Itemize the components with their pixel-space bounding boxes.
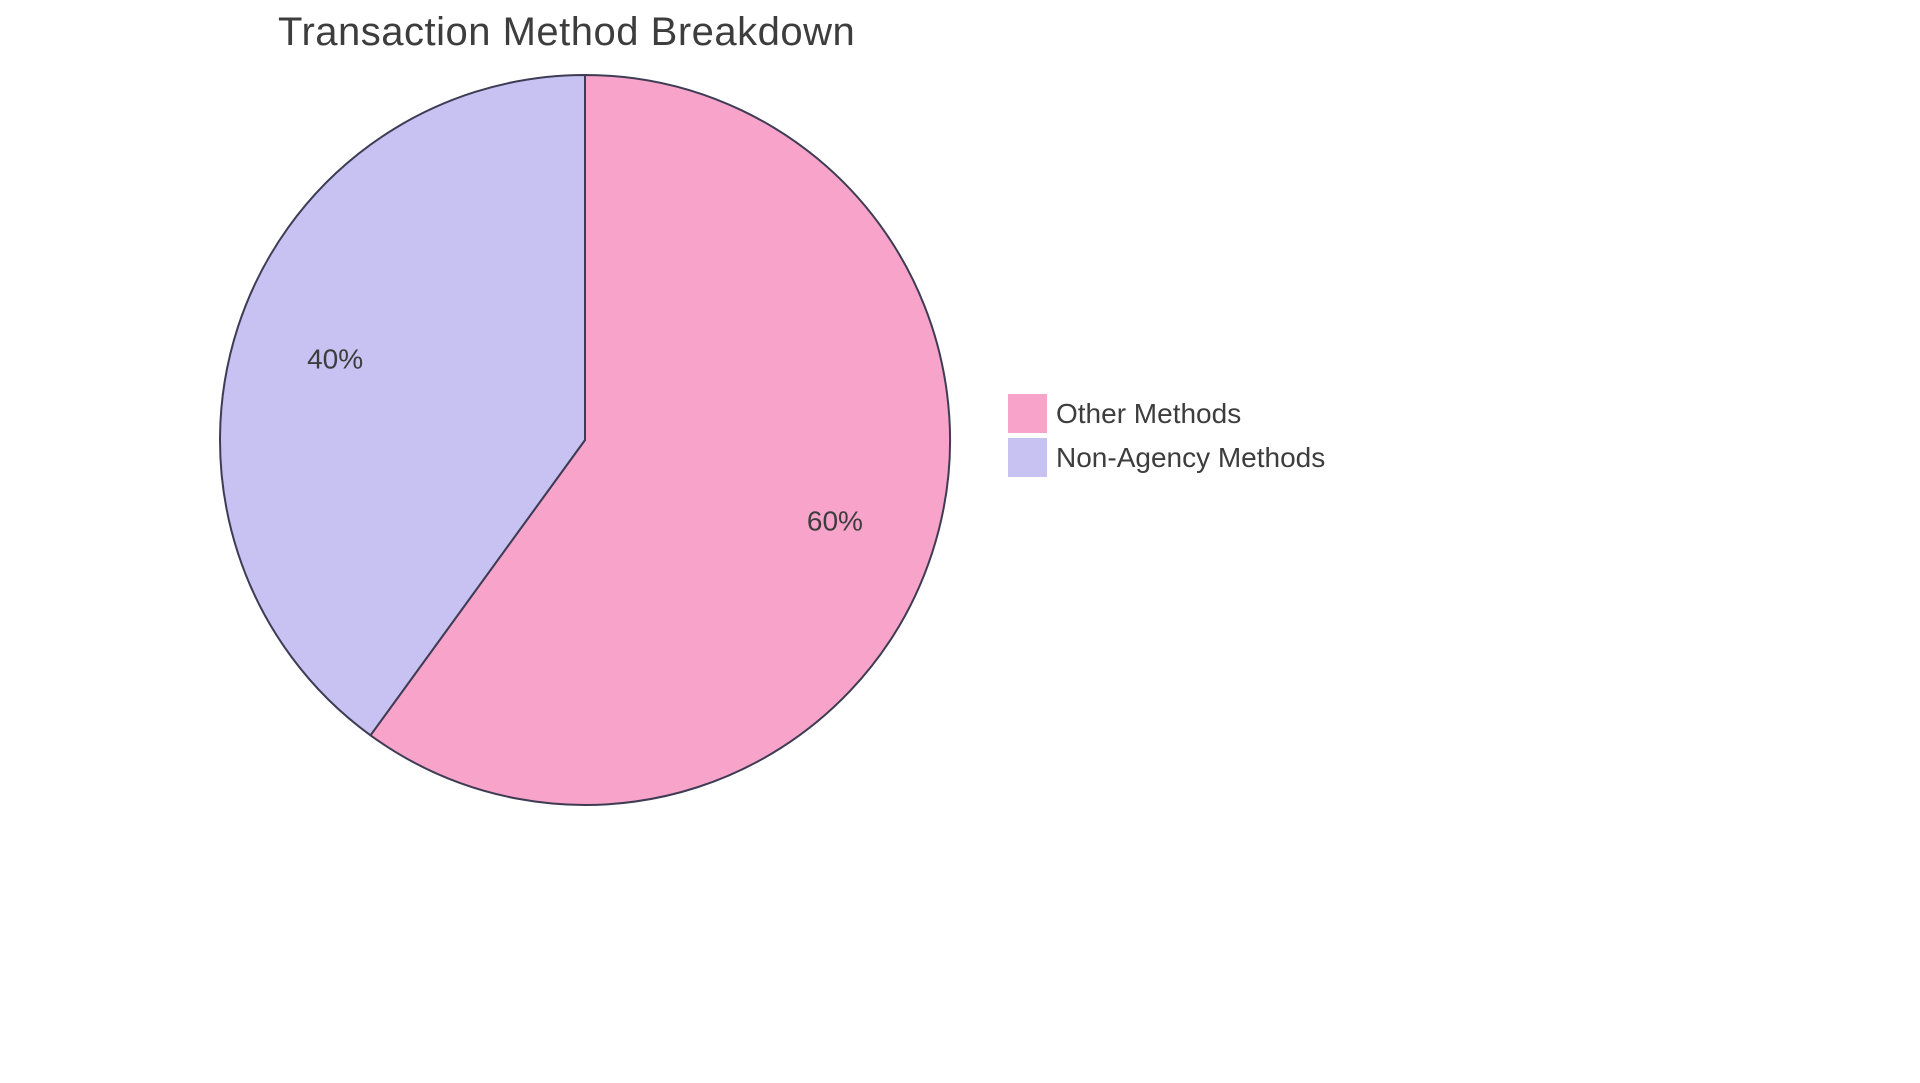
slice-percent-label-non-agency-methods: 40%	[307, 343, 363, 374]
legend-item-other-methods: Other Methods	[1008, 394, 1325, 433]
pie-slice-non-agency-methods	[219, 74, 586, 737]
legend-label-other-methods: Other Methods	[1056, 397, 1242, 429]
legend-item-non-agency-methods: Non-Agency Methods	[1008, 438, 1325, 477]
legend: Other Methods Non-Agency Methods	[1008, 394, 1325, 477]
legend-label-non-agency-methods: Non-Agency Methods	[1056, 441, 1326, 473]
legend-swatch-other-methods	[1008, 394, 1047, 433]
chart-title: Transaction Method Breakdown	[278, 10, 856, 54]
pie-slice-other-methods	[369, 74, 951, 806]
legend-swatch-non-agency-methods	[1008, 438, 1047, 477]
slice-percent-label-other-methods: 60%	[807, 506, 863, 537]
